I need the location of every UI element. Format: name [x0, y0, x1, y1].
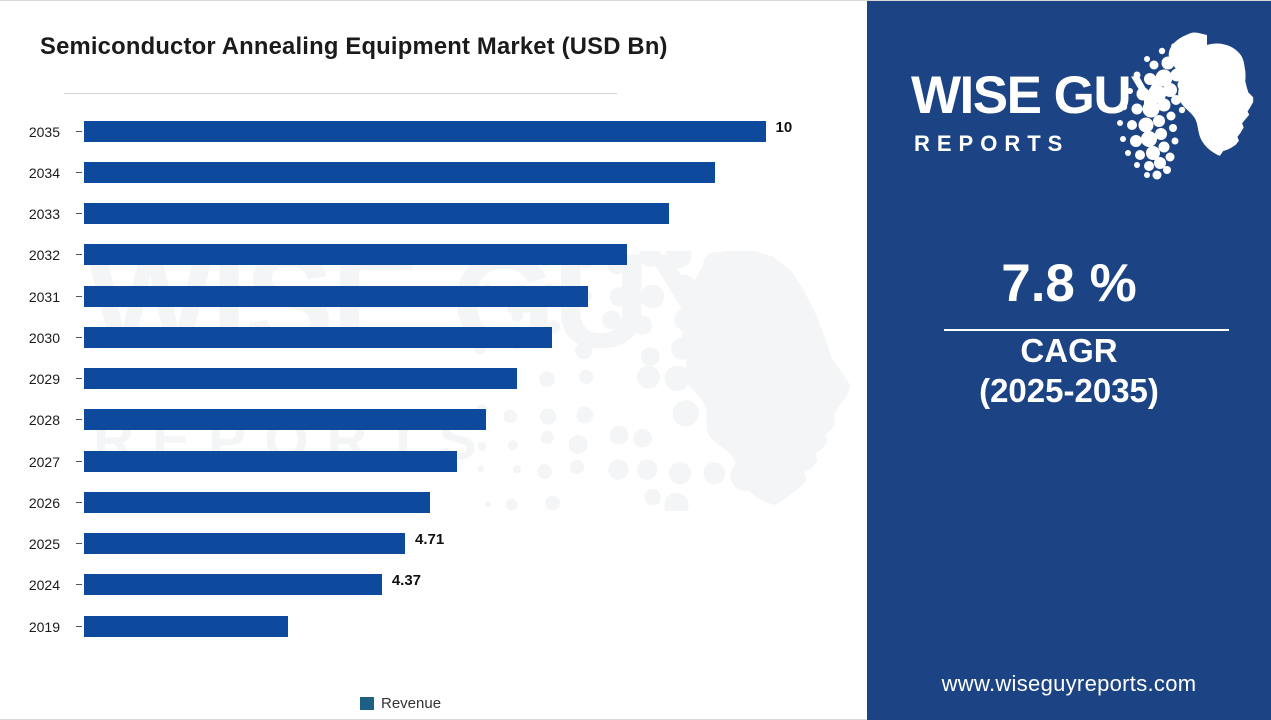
svg-text:WISE GUY: WISE GUY [911, 66, 1165, 125]
svg-text:REPORTS: REPORTS [914, 131, 1069, 156]
svg-text:WISE GUY: WISE GUY [87, 251, 735, 376]
